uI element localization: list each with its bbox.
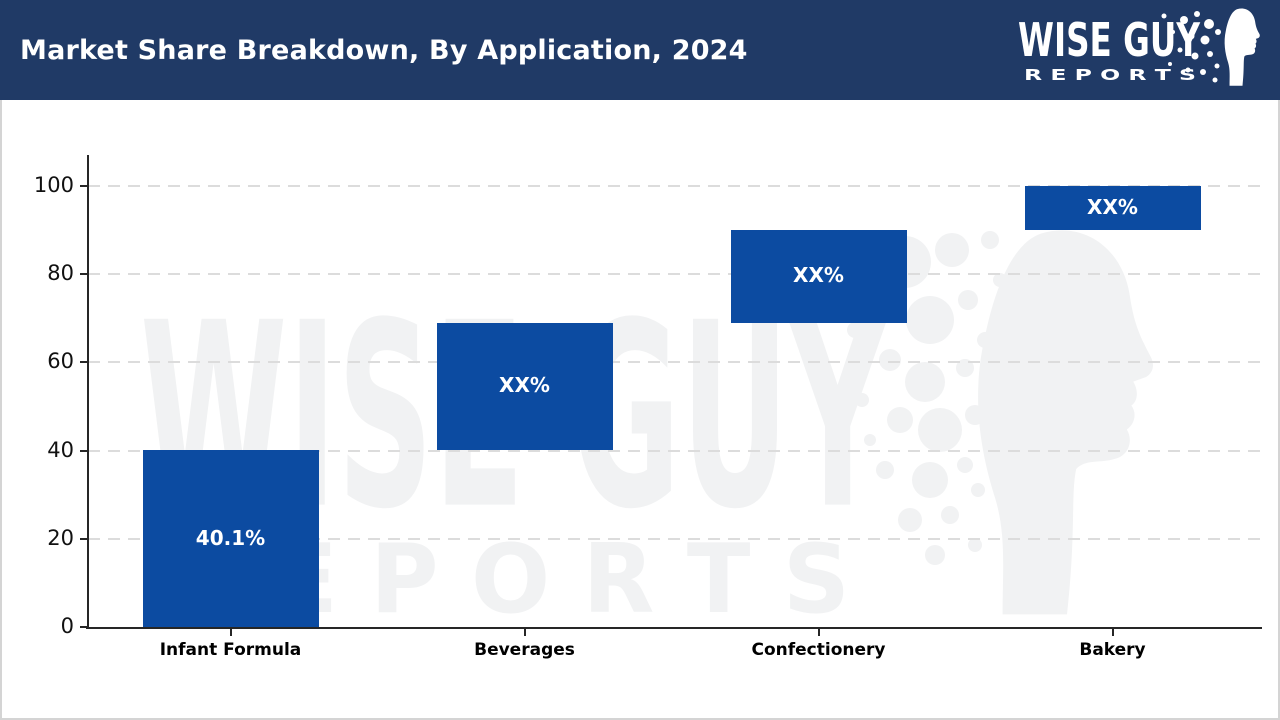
gridline-100 xyxy=(88,185,1262,187)
wiseguy-logo-graphic: WISE GUY R E P O R T S xyxy=(1018,8,1260,86)
y-tick-label-0: 0 xyxy=(60,614,74,638)
bar-value-label: XX% xyxy=(499,373,550,398)
y-tick-0 xyxy=(80,626,88,628)
y-tick-label-100: 100 xyxy=(33,173,74,197)
y-tick-label-20: 20 xyxy=(47,525,74,550)
y-tick-40 xyxy=(80,449,88,452)
plot: 0 20 40 60 80 100 40.1% Infant Formula XX% Bevera… xyxy=(0,100,1280,720)
x-category-label: Beverages xyxy=(474,640,575,660)
y-axis-line xyxy=(87,155,89,629)
bar-beverages xyxy=(436,322,613,451)
y-tick-label-80: 80 xyxy=(47,261,74,286)
logo-face-icon xyxy=(1224,8,1260,86)
wiseguy-logo: WISE GUY R E P O R T S xyxy=(1016,4,1272,96)
y-tick-label-60: 60 xyxy=(47,349,74,374)
y-tick-label-40: 40 xyxy=(47,437,74,462)
bar-value-label: XX% xyxy=(1087,195,1138,220)
chart-area: WISE GUY R E P O R T S xyxy=(0,100,1280,720)
logo-wordmark: WISE GUY xyxy=(1018,13,1200,67)
bar-bakery xyxy=(1024,186,1201,231)
gridline-60 xyxy=(88,361,1262,364)
border-right xyxy=(1278,100,1280,720)
bar-value-label: XX% xyxy=(793,263,844,288)
x-tick xyxy=(229,629,232,636)
x-category-label: Confectionery xyxy=(751,640,886,660)
bar-infant-formula xyxy=(142,450,319,627)
x-axis-line xyxy=(86,627,1262,629)
gridline-40 xyxy=(88,449,1262,452)
gridline-80 xyxy=(88,273,1262,276)
x-tick xyxy=(1111,629,1114,636)
x-category-label: Bakery xyxy=(1079,640,1146,660)
y-tick-80 xyxy=(80,273,88,276)
page-title: Market Share Breakdown, By Application, … xyxy=(20,34,748,66)
y-tick-100 xyxy=(80,185,88,187)
x-category-label: Infant Formula xyxy=(159,640,302,660)
bar-value-label: 40.1% xyxy=(195,525,266,550)
x-tick xyxy=(817,629,820,636)
header: Market Share Breakdown, By Application, … xyxy=(0,0,1280,100)
logo-dots-icon xyxy=(1161,11,1221,83)
gridline-20 xyxy=(88,537,1262,540)
y-tick-60 xyxy=(80,361,88,364)
y-tick-20 xyxy=(80,537,88,540)
x-tick xyxy=(523,629,526,636)
border-bottom xyxy=(0,718,1280,720)
logo-subtext: R E P O R T S xyxy=(1024,66,1196,84)
border-left xyxy=(0,100,2,720)
